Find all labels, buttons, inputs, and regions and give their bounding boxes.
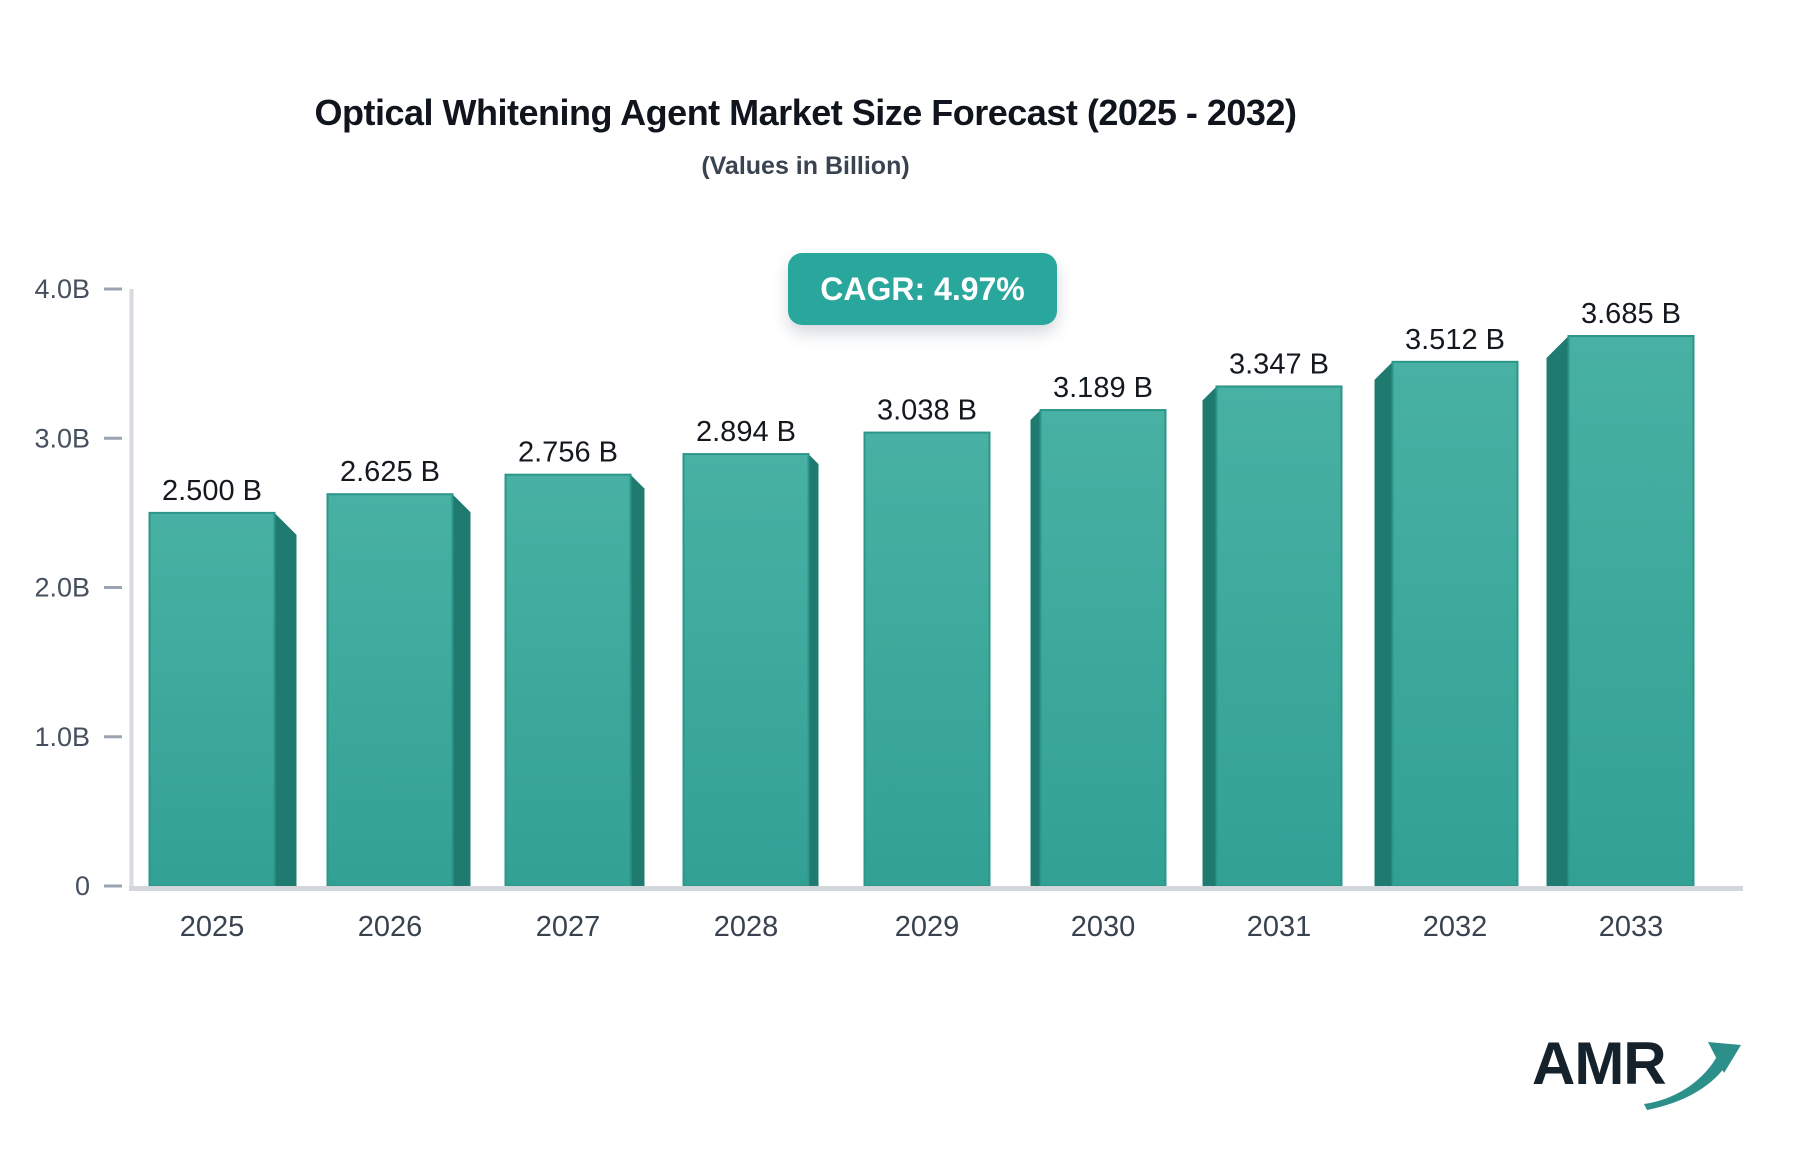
x-category-label: 2030 — [1071, 911, 1136, 943]
x-category-label: 2028 — [714, 911, 779, 943]
bar-value-label: 3.038 B — [877, 395, 977, 427]
bar-group: 3.512 B — [1374, 324, 1519, 888]
bar-group: 2.894 B — [682, 416, 819, 887]
bar-group: 2.625 B — [326, 456, 471, 887]
bar-value-label: 3.685 B — [1581, 298, 1681, 330]
chart-header: Optical Whitening Agent Market Size Fore… — [0, 92, 1611, 181]
x-category-label: 2025 — [180, 911, 245, 943]
x-category-label: 2033 — [1599, 911, 1664, 943]
bar-side-face — [1202, 386, 1217, 886]
amr-logo: AMR — [1532, 1030, 1741, 1120]
bar-face — [326, 493, 454, 887]
bar-face — [148, 511, 276, 887]
bar-group: 3.038 B — [863, 395, 991, 887]
bar-face — [504, 473, 632, 887]
bar-face — [1567, 335, 1695, 888]
bars: 2.500 B 2.625 B 2.756 B 2.894 B 3.038 B 3.189… — [148, 298, 1695, 888]
bar-value-label: 3.189 B — [1053, 372, 1153, 404]
cagr-badge-label: CAGR: 4.97% — [820, 270, 1025, 307]
x-axis: 2025 2026 2027 2028 2029 2030 2031 2032 2033 — [129, 886, 1743, 943]
bar-face — [1215, 385, 1343, 887]
bar-side-face — [1546, 336, 1569, 886]
page-subtitle: (Values in Billion) — [701, 152, 910, 180]
bar-group: 2.756 B — [504, 437, 645, 887]
bar-face — [863, 431, 991, 887]
y-tick-label: 3.0B — [34, 423, 90, 453]
bar-group: 3.189 B — [1030, 372, 1167, 887]
bar-face — [1391, 360, 1519, 888]
bar-side-face — [1030, 410, 1041, 886]
y-tick-label: 2.0B — [34, 573, 90, 603]
bar-side-face — [452, 494, 471, 886]
x-category-label: 2032 — [1423, 911, 1488, 943]
bar-value-label: 2.894 B — [696, 416, 796, 448]
y-tick-label: 4.0B — [34, 274, 90, 304]
bar-value-label: 2.625 B — [340, 456, 440, 488]
y-axis: 0 1.0B 2.0B 3.0B 4.0B — [34, 274, 134, 901]
bar-value-label: 2.500 B — [162, 475, 262, 507]
growth-arrow-icon — [1644, 1042, 1741, 1110]
bar-side-face — [274, 512, 297, 886]
x-category-label: 2027 — [536, 911, 601, 943]
bar-value-label: 2.756 B — [518, 437, 618, 469]
bar-face — [1039, 409, 1167, 887]
bar-value-label: 3.512 B — [1405, 324, 1505, 356]
bar-value-label: 3.347 B — [1229, 348, 1329, 380]
bar-group: 3.347 B — [1202, 348, 1343, 887]
x-category-label: 2029 — [895, 911, 960, 943]
y-tick-label: 0 — [75, 871, 90, 901]
y-tick-label: 1.0B — [34, 722, 90, 752]
amr-logo-text: AMR — [1532, 1030, 1667, 1097]
x-category-label: 2031 — [1247, 911, 1312, 943]
bar-side-face — [630, 474, 645, 886]
cagr-badge: CAGR: 4.97% — [788, 253, 1057, 325]
bar-side-face — [808, 454, 819, 886]
bar-side-face — [1374, 361, 1393, 887]
x-category-label: 2026 — [358, 911, 423, 943]
bar-group: 2.500 B — [148, 475, 297, 887]
bar-face — [682, 453, 810, 887]
page-title: Optical Whitening Agent Market Size Fore… — [314, 92, 1297, 133]
bar-group: 3.685 B — [1546, 298, 1695, 888]
